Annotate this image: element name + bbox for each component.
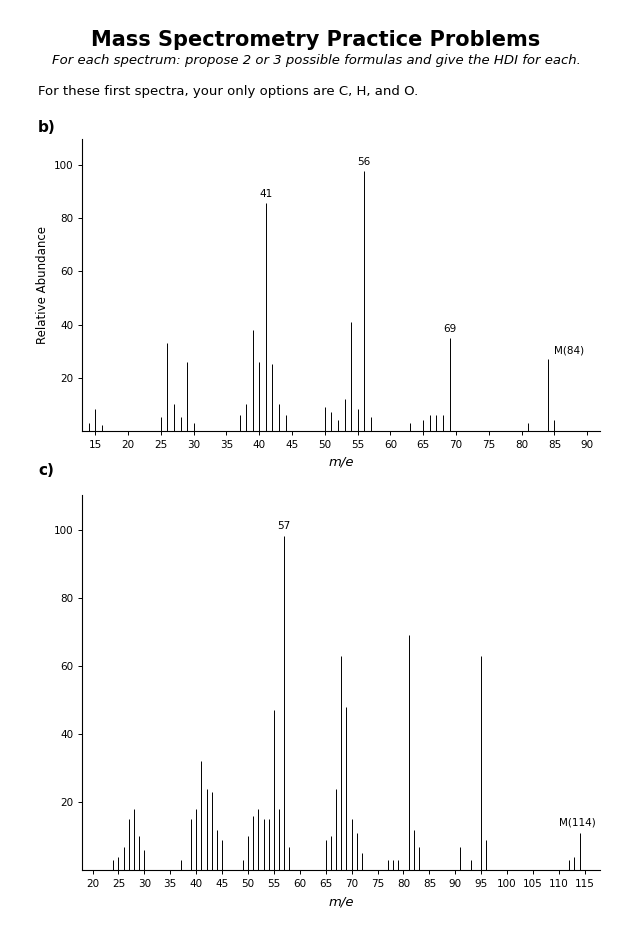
Text: b): b) bbox=[38, 120, 56, 135]
Text: 69: 69 bbox=[443, 324, 456, 333]
Text: M(114): M(114) bbox=[559, 818, 596, 828]
Text: 57: 57 bbox=[277, 521, 291, 532]
Text: c): c) bbox=[38, 463, 54, 478]
Text: For each spectrum: propose 2 or 3 possible formulas and give the HDI for each.: For each spectrum: propose 2 or 3 possib… bbox=[52, 54, 580, 67]
X-axis label: m/e: m/e bbox=[329, 895, 354, 908]
Text: For these first spectra, your only options are C, H, and O.: For these first spectra, your only optio… bbox=[38, 85, 418, 98]
X-axis label: m/e: m/e bbox=[329, 456, 354, 469]
Text: 41: 41 bbox=[259, 189, 272, 198]
Text: 56: 56 bbox=[358, 156, 371, 167]
Text: Mass Spectrometry Practice Problems: Mass Spectrometry Practice Problems bbox=[92, 30, 540, 50]
Y-axis label: Relative Abundance: Relative Abundance bbox=[37, 226, 49, 344]
Text: M(84): M(84) bbox=[554, 345, 585, 355]
